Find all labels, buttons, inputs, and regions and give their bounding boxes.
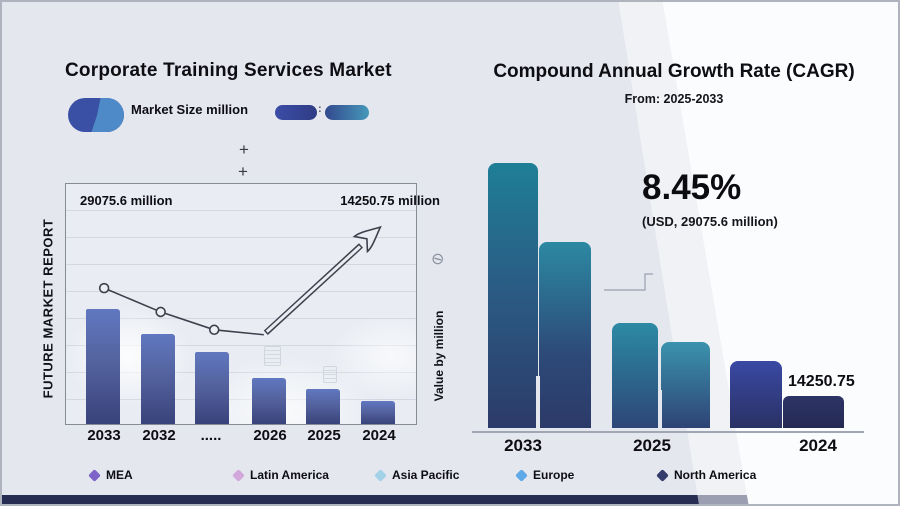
pill-two-tone-shape — [91, 98, 124, 132]
bar-2033 — [86, 309, 120, 424]
right-x-label-2025: 2025 — [633, 436, 671, 455]
legend-label: Latin America — [250, 468, 329, 482]
legend-label: Europe — [533, 468, 575, 482]
gradient-pill-b-icon — [325, 105, 369, 120]
document-watermark-icon — [323, 366, 337, 383]
diamond-marker-icon — [232, 468, 245, 482]
bar-notch — [658, 390, 662, 428]
legend-item-europe: Europe — [515, 468, 575, 482]
bar-ellipsis — [195, 352, 229, 424]
end-value-annotation: 14250.75 million — [340, 193, 440, 208]
x-label-2032: 2032 — [142, 427, 176, 444]
legend-item-asia-pacific: Asia Pacific — [374, 468, 460, 482]
plus-icon: + — [238, 162, 248, 181]
legend-item-mea: MEA — [88, 468, 133, 482]
legend-label: Asia Pacific — [392, 468, 460, 482]
bar-2025 — [306, 389, 340, 424]
x-label-2026: 2026 — [253, 427, 287, 444]
cagr-bar-2033-b — [539, 242, 591, 428]
cagr-bar-2025-a — [612, 323, 658, 428]
bar-2024 — [361, 401, 395, 424]
diamond-marker-icon — [88, 468, 101, 482]
legend-label: MEA — [106, 468, 133, 482]
cagr-bar-2024-a — [730, 361, 782, 428]
gradient-pill-a-icon — [275, 105, 317, 120]
x-label-2033: 2033 — [87, 427, 121, 444]
bar-notch — [536, 376, 540, 428]
cagr-bar-2024-b — [783, 396, 844, 428]
watermark-side-label: FUTURE MARKET REPORT — [40, 218, 56, 399]
legend-item-latin-america: Latin America — [232, 468, 329, 482]
value-axis-label: Value by million — [432, 310, 446, 402]
cagr-bar-2033-a — [488, 163, 538, 428]
cagr-value: 8.45% — [642, 168, 742, 207]
bottom-accent-strip — [2, 495, 762, 504]
right-chart-baseline — [472, 431, 864, 433]
legend-label: North America — [674, 468, 757, 482]
x-label-2024: 2024 — [362, 427, 396, 444]
cagr-bar-2025-b — [661, 342, 710, 428]
diamond-marker-icon — [515, 468, 528, 482]
market-size-pill-icon — [68, 98, 124, 132]
document-watermark-icon — [264, 346, 281, 366]
end-value-label: 14250.75 — [788, 373, 855, 390]
bar-2032 — [141, 334, 175, 424]
cagr-chart-title: Compound Annual Growth Rate (CAGR) — [493, 61, 855, 82]
start-value-annotation: 29075.6 million — [80, 193, 173, 208]
x-label-ellipsis: ..... — [200, 427, 222, 444]
cagr-chart-subtitle: From: 2025-2033 — [624, 92, 724, 106]
diamond-marker-icon — [656, 468, 669, 482]
right-x-label-2033: 2033 — [504, 436, 542, 455]
market-size-legend-label: Market Size million — [131, 102, 249, 117]
legend-item-north-america: North America — [656, 468, 757, 482]
diamond-marker-icon — [374, 468, 387, 482]
cagr-note: (USD, 29075.6 million) — [642, 214, 778, 229]
x-label-2025: 2025 — [307, 427, 341, 444]
left-chart-title: Corporate Training Services Market — [65, 60, 392, 81]
circle-minus-icon: ⊖ — [429, 249, 447, 270]
trend-line-with-arrow — [98, 225, 382, 336]
pill-separator: : — [318, 103, 322, 115]
bar-2026 — [252, 378, 286, 424]
market-size-chart-panel: 29075.6 million 14250.75 million — [65, 183, 440, 425]
plus-icon: + — [239, 140, 249, 159]
right-x-label-2024: 2024 — [799, 436, 837, 455]
step-line-decoration — [604, 273, 653, 291]
